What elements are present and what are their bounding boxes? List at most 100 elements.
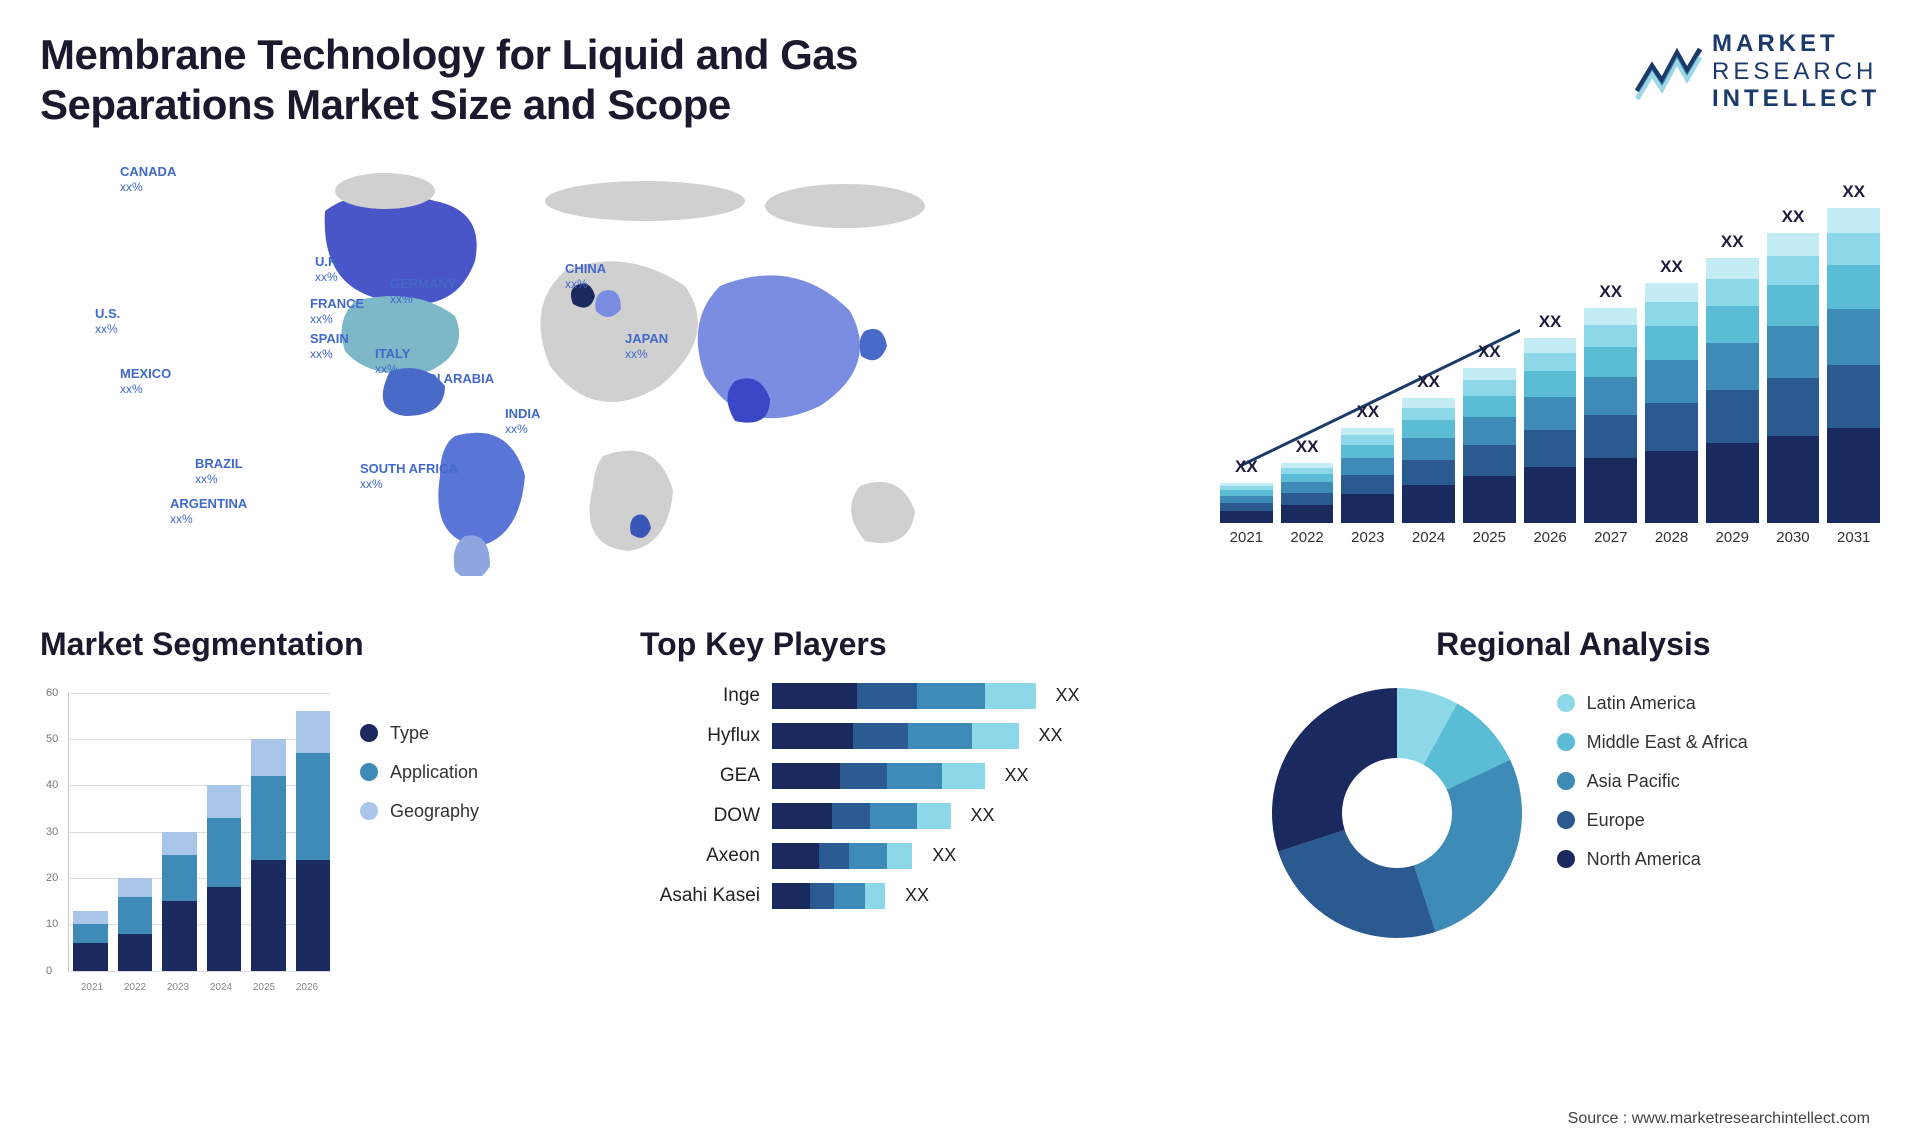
key-player-bar [772,683,1036,709]
seg-bar [251,739,286,971]
key-player-value: XX [1056,685,1080,706]
bar-col: XX 2022 [1281,437,1334,546]
legend-item: Latin America [1557,693,1748,714]
logo: MARKET RESEARCH INTELLECT [1632,30,1880,113]
bar-top-label: XX [1296,437,1319,457]
bar-top-label: XX [1721,232,1744,252]
key-player-row: DOWXX [640,803,1227,829]
bar-year-label: 2025 [1473,529,1506,546]
bar-stack [1584,308,1637,523]
map-label: BRAZILxx% [195,456,243,487]
bar-col: XX 2026 [1524,312,1577,546]
bar-year-label: 2023 [1351,529,1384,546]
bar-col: XX 2029 [1706,232,1759,546]
map-label: GERMANYxx% [390,276,456,307]
segmentation-legend: Type Application Geography [360,723,479,993]
regional-donut [1267,683,1527,943]
key-player-row: Hyflux XX [640,723,1227,749]
bar-top-label: XX [1417,372,1440,392]
bar-year-label: 2029 [1716,529,1749,546]
page-title: Membrane Technology for Liquid and Gas S… [40,30,1040,131]
seg-bar [296,711,331,970]
map-label: ARGENTINAxx% [170,496,247,527]
seg-bar [118,878,153,971]
key-player-label: Asahi Kasei [640,885,760,907]
bottom-row: Market Segmentation 0102030405060 202120… [40,626,1880,1046]
bar-year-label: 2031 [1837,529,1870,546]
bar-stack [1402,398,1455,523]
bar-col: XX 2024 [1402,372,1455,546]
source-text: Source : www.marketresearchintellect.com [1568,1110,1870,1128]
bar-top-label: XX [1599,282,1622,302]
bar-top-label: XX [1356,402,1379,422]
bar-year-label: 2028 [1655,529,1688,546]
map-label: SAUDI ARABIAxx% [400,371,494,402]
bar-stack [1827,208,1880,523]
key-player-row: Inge XX [640,683,1227,709]
bar-stack [1220,483,1273,523]
map-label: FRANCExx% [310,296,364,327]
key-player-value: XX [1005,765,1029,786]
key-player-label: DOW [640,805,760,827]
bar-col: XX2025 [1463,342,1516,546]
legend-item: North America [1557,849,1748,870]
bar-stack [1767,233,1820,523]
key-players-section: Top Key Players IngeXXHyfluxXXGEAXXDOWXX… [640,626,1227,1046]
top-row: CANADAxx%U.S.xx%MEXICOxx%BRAZILxx%ARGENT… [40,156,1880,576]
legend-item: Asia Pacific [1557,771,1748,792]
legend-item: Europe [1557,810,1748,831]
key-player-label: Axeon [640,845,760,867]
seg-bar [207,785,242,970]
map-label: SPAINxx% [310,331,349,362]
map-label: JAPANxx% [625,331,668,362]
map-label: MEXICOxx% [120,366,171,397]
bar-col: XX 2031 [1827,182,1880,546]
bar-top-label: XX [1782,207,1805,227]
key-players-title: Top Key Players [640,626,1227,663]
bar-col: XX 2027 [1584,282,1637,546]
logo-icon [1632,41,1702,101]
regional-title: Regional Analysis [1267,626,1880,663]
bar-col: XX2021 [1220,457,1273,546]
bar-top-label: XX [1842,182,1865,202]
bar-year-label: 2022 [1290,529,1323,546]
map-label: SOUTH AFRICAxx% [360,461,458,492]
key-players-chart: IngeXXHyfluxXXGEAXXDOWXXAxeonXXAsahi Kas… [640,683,1227,909]
bar-year-label: 2027 [1594,529,1627,546]
key-player-bar [772,763,985,789]
segmentation-section: Market Segmentation 0102030405060 202120… [40,626,600,1046]
key-player-bar [772,883,885,909]
key-player-value: XX [905,885,929,906]
bar-stack [1281,463,1334,523]
bar-col: XX2030 [1767,207,1820,546]
map-label: U.K.xx% [315,254,341,285]
key-player-value: XX [1039,725,1063,746]
legend-item: Application [360,762,479,783]
bar-stack [1645,283,1698,523]
key-player-label: Inge [640,685,760,707]
bar-year-label: 2026 [1533,529,1566,546]
legend-item: Geography [360,801,479,822]
bar-stack [1706,258,1759,523]
world-map: CANADAxx%U.S.xx%MEXICOxx%BRAZILxx%ARGENT… [40,156,1190,576]
bar-year-label: 2024 [1412,529,1445,546]
key-player-bar [772,723,1019,749]
segmentation-chart: 0102030405060 202120222023202420252026 [40,683,330,993]
key-player-bar [772,803,951,829]
key-player-row: GEAXX [640,763,1227,789]
map-label: U.S.xx% [95,306,120,337]
bar-stack [1524,338,1577,523]
map-label: INDIAxx% [505,406,540,437]
legend-item: Middle East & Africa [1557,732,1748,753]
bar-stack [1341,428,1394,523]
bar-stack [1463,368,1516,523]
key-player-label: Hyflux [640,725,760,747]
seg-bar [162,832,197,971]
legend-item: Type [360,723,479,744]
bar-year-label: 2021 [1230,529,1263,546]
regional-section: Regional Analysis Latin America Middle Ea… [1267,626,1880,1046]
segmentation-title: Market Segmentation [40,626,600,663]
map-label: CHINAxx% [565,261,606,292]
bar-top-label: XX [1539,312,1562,332]
key-player-bar [772,843,912,869]
